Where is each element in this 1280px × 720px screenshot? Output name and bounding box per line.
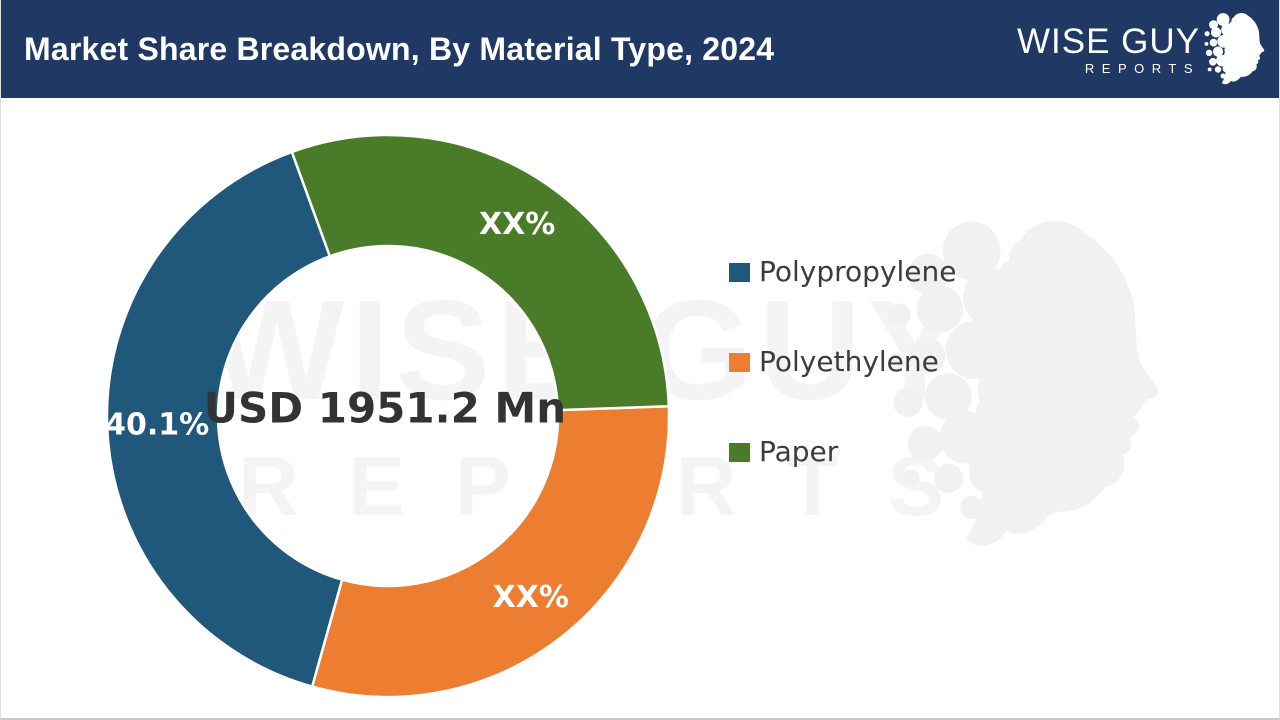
legend-item-polyethylene: Polyethylene — [729, 342, 957, 382]
slice-label-polypropylene: 40.1% — [105, 407, 209, 442]
logo-wordmark-line2: REPORTS — [1084, 60, 1200, 76]
header-bar: Market Share Breakdown, By Material Type… — [0, 0, 1280, 98]
legend-swatch-polypropylene — [729, 262, 750, 282]
logo-wordmark: WISE GUY REPORTS — [1017, 24, 1200, 75]
legend-label-polyethylene: Polyethylene — [759, 345, 939, 378]
legend-item-paper: Paper — [729, 432, 957, 472]
donut-center-value: USD 1951.2 Mn — [203, 383, 567, 433]
slice-polyethylene — [310, 404, 671, 699]
logo-wordmark-line1: WISE GUY — [1016, 21, 1200, 61]
legend-label-polypropylene: Polypropylene — [759, 255, 957, 288]
slice-label-paper: XX% — [479, 207, 555, 242]
page-title: Market Share Breakdown, By Material Type… — [24, 30, 775, 67]
legend-item-polypropylene: Polypropylene — [729, 252, 957, 292]
legend-label-paper: Paper — [759, 435, 839, 468]
slice-paper — [290, 133, 671, 412]
legend-swatch-polyethylene — [729, 352, 750, 372]
slice-label-polyethylene: XX% — [493, 580, 569, 615]
legend: Polypropylene Polyethylene Paper — [729, 252, 957, 522]
wise-guy-reports-logo: WISE GUY REPORTS — [1017, 9, 1266, 89]
logo-face-icon — [1204, 12, 1265, 85]
legend-swatch-paper — [729, 442, 750, 462]
slice-polypropylene — [105, 150, 344, 689]
